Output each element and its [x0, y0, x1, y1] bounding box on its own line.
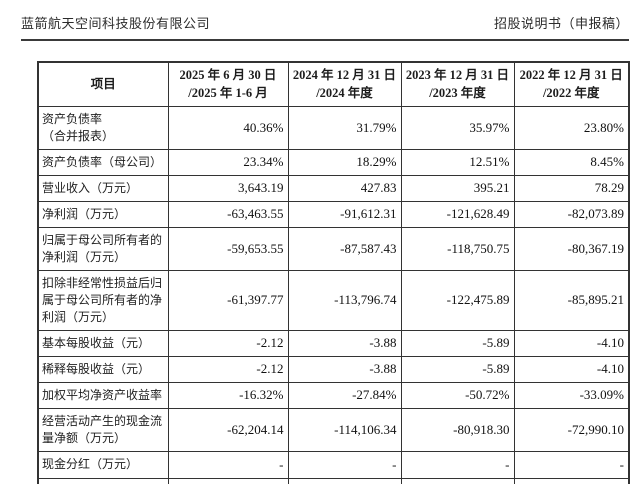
table-row: 扣除非经常性损益后归 属于母公司所有者的净 利润（万元） -61,397.77 -1… [37, 270, 630, 332]
cell-value: 3,643.19 [167, 175, 289, 203]
cell-value: 78.29 [513, 175, 630, 203]
document-page: 蓝箭航天空间科技股份有限公司 招股说明书（申报稿） 项目 2025 年 6 月 … [0, 13, 640, 484]
row-label: 资产负债率（合并报表） [37, 105, 169, 151]
table-row: 基本每股收益（元） -2.12 -3.88 -5.89 -4.10 [37, 330, 630, 358]
row-label: 基本每股收益（元） [37, 330, 169, 358]
column-header-period: 2022 年 12 月 31 日 /2022 年度 [513, 61, 630, 107]
cell-value: -80,367.19 [513, 227, 630, 272]
cell-value: 23.80% [513, 105, 630, 151]
table-row: 归属于母公司所有者的 净利润（万元） -59,653.55 -87,587.43 -1… [37, 227, 630, 272]
cell-value: 987.01% [167, 477, 289, 484]
cell-value: 62231.80% [513, 477, 630, 484]
cell-value: -62,204.14 [167, 408, 289, 453]
table-row: 稀释每股收益（元） -2.12 -3.88 -5.89 -4.10 [37, 356, 630, 384]
cell-value: 18.29% [287, 149, 402, 177]
table-body: 资产负债率（合并报表） 40.36% 31.79% 35.97% 23.80% 资产负债率… [37, 105, 630, 484]
column-header-period: 2024 年 12 月 31 日 /2024 年度 [287, 61, 402, 107]
cell-value: -3.88 [287, 330, 402, 358]
cell-value: 12.51% [400, 149, 515, 177]
cell-value: -4.10 [513, 356, 630, 384]
table-row: 经营活动产生的现金流 量净额（万元） -62,204.14 -114,106.34-… [37, 408, 630, 453]
cell-value: -5.89 [400, 330, 515, 358]
table-row: 现金分红（万元） - - - - [37, 451, 630, 479]
row-label: 研发投入占营业收入的 比例 [37, 477, 169, 484]
row-label: 净利润（万元） [37, 201, 169, 229]
cell-value: -121,628.49 [400, 201, 515, 229]
cell-value: 427.83 [287, 175, 402, 203]
table-row: 资产负债率（合并报表） 40.36% 31.79% 35.97% 23.80% [37, 105, 630, 151]
cell-value: - [513, 451, 630, 479]
cell-value: -80,918.30 [400, 408, 515, 453]
row-label: 经营活动产生的现金流 量净额（万元） [37, 408, 169, 453]
cell-value: -4.10 [513, 330, 630, 358]
row-label: 加权平均净资产收益率 [37, 382, 169, 410]
company-name: 蓝箭航天空间科技股份有限公司 [21, 16, 211, 31]
cell-value: -122,475.89 [400, 270, 515, 332]
row-label: 扣除非经常性损益后归 属于母公司所有者的净 利润（万元） [37, 270, 169, 332]
row-label: 归属于母公司所有者的 净利润（万元） [37, 227, 169, 272]
table-row: 资产负债率（母公司） 23.34% 18.29% 12.51% 8.45% [37, 149, 630, 177]
table-row: 加权平均净资产收益率 -16.32% -27.84% -50.72% -33.09% [37, 382, 630, 410]
cell-value: - [400, 451, 515, 479]
cell-value: -114,106.34 [287, 408, 402, 453]
row-label: 营业收入（万元） [37, 175, 169, 203]
cell-value: 14318.09% [287, 477, 402, 484]
financial-summary-table: 项目 2025 年 6 月 30 日 /2025 年 1-6 月 2024 年 … [37, 61, 630, 484]
cell-value: -59,653.55 [167, 227, 289, 272]
cell-value: 40.36% [167, 105, 289, 151]
cell-value: 31.79% [287, 105, 402, 151]
cell-value: 35.97% [400, 105, 515, 151]
cell-value: 21012.51% [400, 477, 515, 484]
cell-value: -72,990.10 [513, 408, 630, 453]
cell-value: -5.89 [400, 356, 515, 384]
column-header-item: 项目 [37, 61, 169, 107]
cell-value: -113,796.74 [287, 270, 402, 332]
column-header-period: 2025 年 6 月 30 日 /2025 年 1-6 月 [167, 61, 289, 107]
table-header-row: 项目 2025 年 6 月 30 日 /2025 年 1-6 月 2024 年 … [37, 61, 630, 107]
cell-value: -33.09% [513, 382, 630, 410]
cell-value: - [287, 451, 402, 479]
cell-value: -63,463.55 [167, 201, 289, 229]
row-label: 现金分红（万元） [37, 451, 169, 479]
cell-value: 395.21 [400, 175, 515, 203]
row-label: 稀释每股收益（元） [37, 356, 169, 384]
cell-value: - [167, 451, 289, 479]
row-label: 资产负债率（母公司） [37, 149, 169, 177]
cell-value: -2.12 [167, 356, 289, 384]
cell-value: -91,612.31 [287, 201, 402, 229]
cell-value: -16.32% [167, 382, 289, 410]
column-header-period: 2023 年 12 月 31 日 /2023 年度 [400, 61, 515, 107]
cell-value: 8.45% [513, 149, 630, 177]
table-row: 研发投入占营业收入的 比例987.01%14318.09%21012.51%62… [37, 477, 630, 484]
cell-value: -27.84% [287, 382, 402, 410]
cell-value: -87,587.43 [287, 227, 402, 272]
doc-title: 招股说明书（申报稿） [493, 16, 629, 31]
cell-value: 23.34% [167, 149, 289, 177]
cell-value: -3.88 [287, 356, 402, 384]
cell-value: -50.72% [400, 382, 515, 410]
cell-value: -61,397.77 [167, 270, 289, 332]
cell-value: -2.12 [167, 330, 289, 358]
table-row: 净利润（万元） -63,463.55 -91,612.31 -121,628.49 -8… [37, 201, 630, 229]
cell-value: -85,895.21 [513, 270, 630, 332]
table-row: 营业收入（万元） 3,643.19 427.83 395.21 78.29 [37, 175, 630, 203]
cell-value: -82,073.89 [513, 201, 630, 229]
cell-value: -118,750.75 [400, 227, 515, 272]
document-header: 蓝箭航天空间科技股份有限公司 招股说明书（申报稿） [21, 13, 629, 41]
